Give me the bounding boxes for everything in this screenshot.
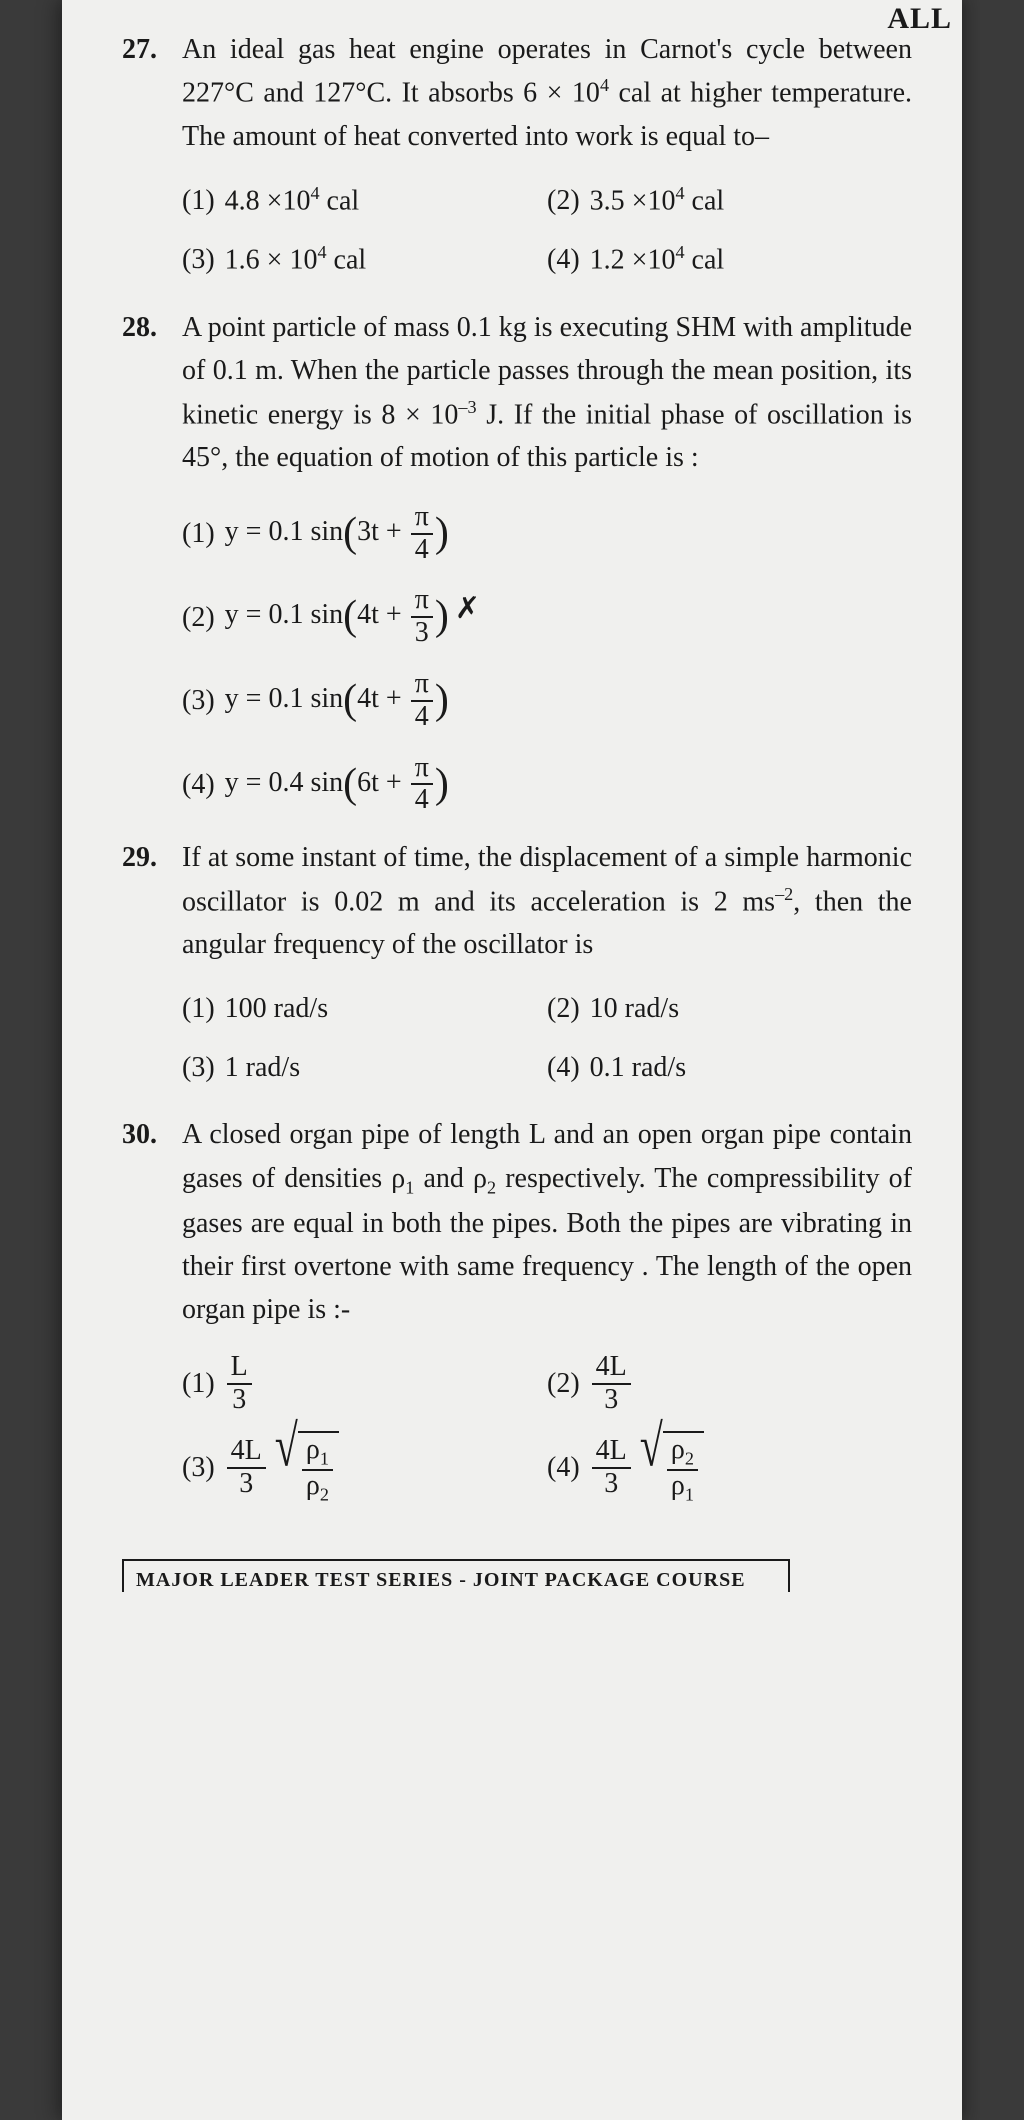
option-value: y = 0.4 sin(6t + π4) — [225, 753, 449, 817]
question: 30.A closed organ pipe of length L and a… — [122, 1113, 912, 1518]
question-number: 30. — [122, 1113, 182, 1518]
option-label: (2) — [547, 987, 580, 1030]
question-body: If at some instant of time, the displace… — [182, 836, 912, 1103]
options: (1) 4.8 ×104 cal(2) 3.5 ×104 cal(3) 1.6 … — [182, 171, 912, 290]
option-value: 4L3 — [590, 1352, 633, 1416]
option: (2) 4L3 — [547, 1344, 912, 1424]
question: 29.If at some instant of time, the displ… — [122, 836, 912, 1103]
option: (4) 4L3 ρ2ρ1 — [547, 1423, 912, 1512]
question-number: 28. — [122, 306, 182, 826]
option: (1) 4.8 ×104 cal — [182, 171, 547, 231]
option-value: 100 rad/s — [225, 987, 328, 1030]
question-text: A closed organ pipe of length L and an o… — [182, 1113, 912, 1331]
option-value: 10 rad/s — [590, 987, 679, 1030]
option-label: (3) — [182, 679, 215, 722]
option: (2) y = 0.1 sin(4t + π3)✗ — [182, 575, 912, 659]
option-label: (4) — [182, 763, 215, 806]
question-number: 29. — [122, 836, 182, 1103]
option: (1) y = 0.1 sin(3t + π4) — [182, 492, 912, 576]
option-value: 4L3 ρ2ρ1 — [590, 1431, 704, 1504]
option-label: (3) — [182, 1446, 215, 1489]
question-number: 27. — [122, 28, 182, 296]
option-label: (2) — [182, 596, 215, 639]
option: (4) y = 0.4 sin(6t + π4) — [182, 743, 912, 827]
option: (2) 3.5 ×104 cal — [547, 171, 912, 231]
options: (1) y = 0.1 sin(3t + π4)(2) y = 0.1 sin(… — [182, 492, 912, 826]
question: 27.An ideal gas heat engine operates in … — [122, 28, 912, 296]
option-label: (1) — [182, 1362, 215, 1405]
option-label: (2) — [547, 179, 580, 222]
questions-container: 27.An ideal gas heat engine operates in … — [122, 28, 912, 1519]
footer-box: MAJOR LEADER TEST SERIES - JOINT PACKAGE… — [122, 1559, 790, 1592]
option-value: L3 — [225, 1352, 254, 1416]
option: (3) 4L3 ρ1ρ2 — [182, 1423, 547, 1512]
option-label: (2) — [547, 1362, 580, 1405]
question-body: A point particle of mass 0.1 kg is execu… — [182, 306, 912, 826]
option-value: 1.6 × 104 cal — [225, 238, 367, 282]
question-text: If at some instant of time, the displace… — [182, 836, 912, 967]
options: (1) 100 rad/s(2) 10 rad/s(3) 1 rad/s(4) … — [182, 979, 912, 1098]
question-text: A point particle of mass 0.1 kg is execu… — [182, 306, 912, 480]
option: (3) y = 0.1 sin(4t + π4) — [182, 659, 912, 743]
option-value: 3.5 ×104 cal — [590, 179, 725, 223]
option-value: 4.8 ×104 cal — [225, 179, 360, 223]
question-body: A closed organ pipe of length L and an o… — [182, 1113, 912, 1518]
exam-page: ALL 27.An ideal gas heat engine operates… — [62, 0, 962, 2120]
option-label: (3) — [182, 238, 215, 281]
option: (2) 10 rad/s — [547, 979, 912, 1038]
option-value: y = 0.1 sin(4t + π3)✗ — [225, 585, 480, 649]
option-value: 1 rad/s — [225, 1046, 300, 1089]
option-value: 4L3 ρ1ρ2 — [225, 1431, 339, 1504]
option-label: (4) — [547, 238, 580, 281]
option-label: (1) — [182, 179, 215, 222]
option: (4) 1.2 ×104 cal — [547, 230, 912, 290]
corner-tag: ALL — [887, 2, 952, 36]
option-value: 1.2 ×104 cal — [590, 238, 725, 282]
option-value: 0.1 rad/s — [590, 1046, 686, 1089]
option: (4) 0.1 rad/s — [547, 1038, 912, 1097]
option-label: (4) — [547, 1046, 580, 1089]
option: (1) L3 — [182, 1344, 547, 1424]
question-text: An ideal gas heat engine operates in Car… — [182, 28, 912, 159]
option-label: (4) — [547, 1446, 580, 1489]
option-label: (1) — [182, 987, 215, 1030]
question: 28.A point particle of mass 0.1 kg is ex… — [122, 306, 912, 826]
option-label: (3) — [182, 1046, 215, 1089]
option: (3) 1.6 × 104 cal — [182, 230, 547, 290]
options: (1) L3(2) 4L3(3) 4L3 ρ1ρ2(4) 4L3 ρ2ρ1 — [182, 1344, 912, 1513]
question-body: An ideal gas heat engine operates in Car… — [182, 28, 912, 296]
option-value: y = 0.1 sin(4t + π4) — [225, 669, 449, 733]
option: (1) 100 rad/s — [182, 979, 547, 1038]
option: (3) 1 rad/s — [182, 1038, 547, 1097]
option-label: (1) — [182, 512, 215, 555]
option-value: y = 0.1 sin(3t + π4) — [225, 502, 449, 566]
